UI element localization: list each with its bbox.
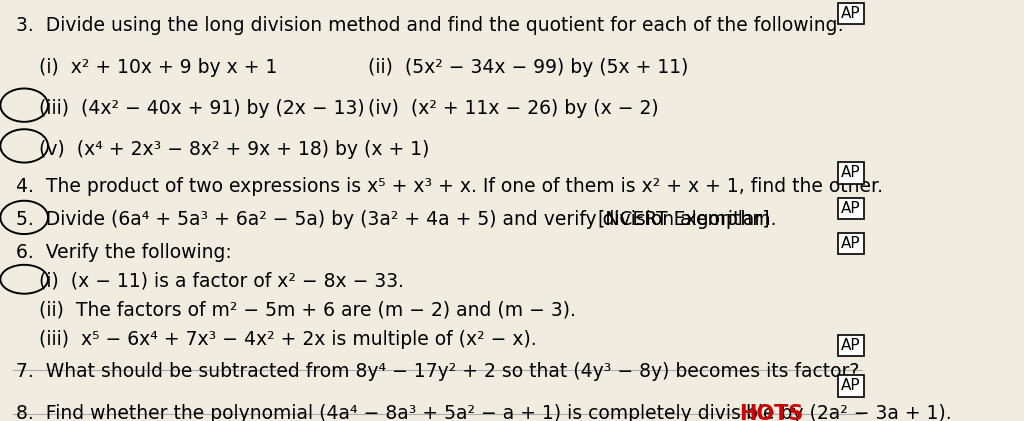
Text: HOTS: HOTS [739,405,804,421]
Text: (ii)  The factors of m² − 5m + 6 are (m − 2) and (m − 3).: (ii) The factors of m² − 5m + 6 are (m −… [39,301,575,320]
Text: (i)  (x − 11) is a factor of x² − 8x − 33.: (i) (x − 11) is a factor of x² − 8x − 33… [39,272,403,291]
Text: 8.  Find whether the polynomial (4a⁴ − 8a³ + 5a² − a + 1) is completely divisibl: 8. Find whether the polynomial (4a⁴ − 8a… [15,405,951,421]
Text: (i)  x² + 10x + 9 by x + 1: (i) x² + 10x + 9 by x + 1 [39,58,278,77]
Text: 5.  Divide (6a⁴ + 5a³ + 6a² − 5a) by (3a² + 4a + 5) and verify division algorith: 5. Divide (6a⁴ + 5a³ + 6a² − 5a) by (3a²… [15,210,776,229]
Text: 4.  The product of two expressions is x⁵ + x³ + x. If one of them is x² + x + 1,: 4. The product of two expressions is x⁵ … [15,177,883,196]
Text: 6.  Verify the following:: 6. Verify the following: [15,243,231,262]
Text: 7.  What should be subtracted from 8y⁴ − 17y² + 2 so that (4y³ − 8y) becomes its: 7. What should be subtracted from 8y⁴ − … [15,362,859,381]
Text: AP: AP [842,165,861,181]
Text: AP: AP [842,236,861,251]
Text: AP: AP [842,378,861,394]
Text: [NCERT Exemplar]: [NCERT Exemplar] [598,210,770,229]
Text: (iii)  (4x² − 40x + 91) by (2x − 13): (iii) (4x² − 40x + 91) by (2x − 13) [39,99,365,118]
Text: AP: AP [842,201,861,216]
Text: 3.  Divide using the long division method and find the quotient for each of the : 3. Divide using the long division method… [15,16,844,35]
Text: (iv)  (x² + 11x − 26) by (x − 2): (iv) (x² + 11x − 26) by (x − 2) [369,99,658,118]
Text: (iii)  x⁵ − 6x⁴ + 7x³ − 4x² + 2x is multiple of (x² − x).: (iii) x⁵ − 6x⁴ + 7x³ − 4x² + 2x is multi… [39,330,537,349]
Text: AP: AP [842,338,861,353]
Text: (ii)  (5x² − 34x − 99) by (5x + 11): (ii) (5x² − 34x − 99) by (5x + 11) [369,58,689,77]
Text: (v)  (x⁴ + 2x³ − 8x² + 9x + 18) by (x + 1): (v) (x⁴ + 2x³ − 8x² + 9x + 18) by (x + 1… [39,140,429,159]
Text: AP: AP [842,6,861,21]
